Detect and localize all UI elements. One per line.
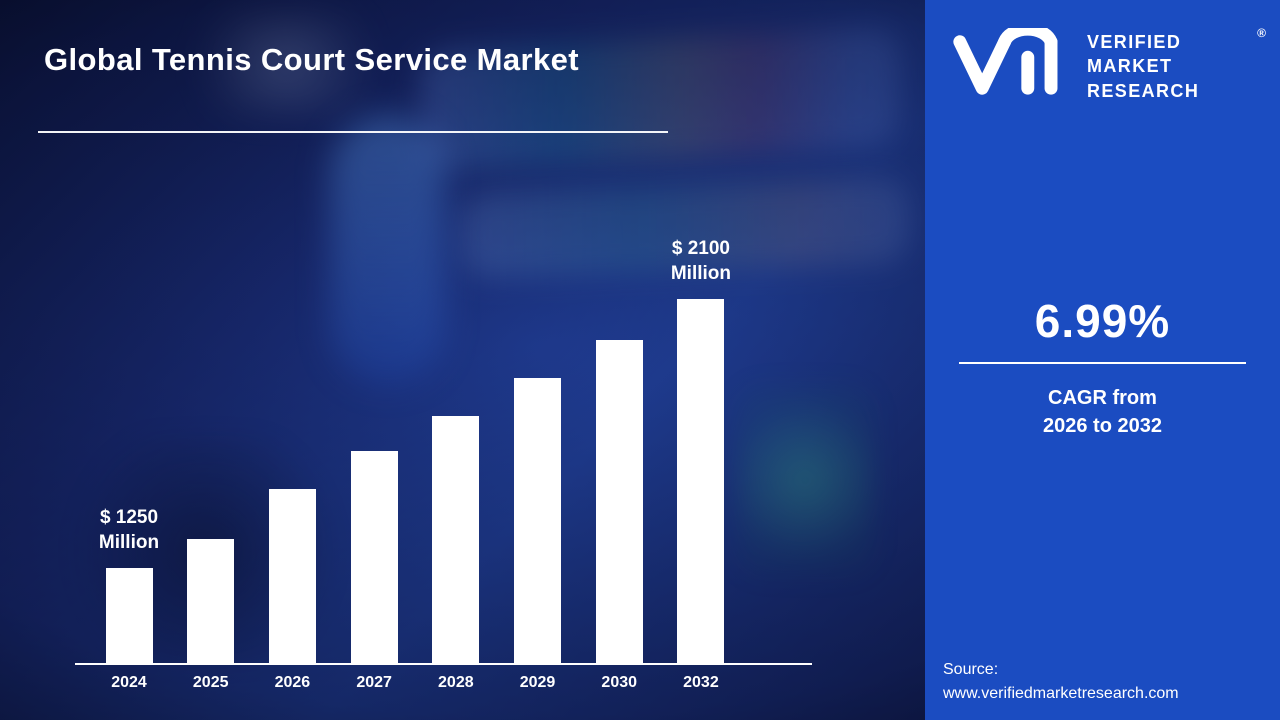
bar (432, 416, 480, 663)
bar (187, 539, 235, 663)
bar-column (340, 451, 408, 663)
title-underline (38, 131, 668, 133)
vmr-logo-icon (953, 28, 1058, 95)
bar (595, 340, 643, 663)
brand-panel: VERIFIED MARKET RESEARCH ® 6.99% CAGR fr… (925, 0, 1280, 720)
x-axis-tick-label: 2027 (356, 674, 392, 691)
x-axis-tick-label: 2030 (601, 674, 638, 691)
bar-value-label: $ 1250 Million (98, 506, 160, 554)
cagr-value: 6.99% (1034, 295, 1171, 347)
bar-column: $ 2100 Million (667, 236, 735, 663)
x-axis-line (75, 663, 812, 665)
bar-value-label: $ 2100 Million (670, 237, 731, 285)
cagr-caption-line1: CAGR from (1048, 387, 1157, 409)
brand-logo: VERIFIED MARKET RESEARCH ® (943, 26, 1266, 103)
x-axis-tick-label: 2024 (111, 674, 147, 691)
bar-column (177, 539, 245, 663)
chart-ticks: 2024 2025 2026 2027 2028 2029 2030 2032 (85, 674, 745, 692)
x-axis-tick-label: 2025 (192, 674, 229, 691)
x-axis-tick-label: 2026 (274, 674, 311, 691)
cagr-caption-line2: 2026 to 2032 (1043, 415, 1162, 437)
source-block: Source: www.verifiedmarketresearch.com (943, 658, 1179, 706)
bar (105, 568, 153, 663)
bar-column (258, 489, 326, 663)
stat-divider (959, 362, 1246, 364)
page-title: Global Tennis Court Service Market (44, 42, 579, 77)
x-axis-tick-label: 2032 (683, 674, 719, 691)
x-axis-tick-label: 2029 (519, 674, 556, 691)
chart-bars: $ 1250 Million $ 2100 Million (85, 170, 745, 663)
brand-name-line: VERIFIED (1087, 32, 1182, 52)
source-url[interactable]: www.verifiedmarketresearch.com (943, 685, 1179, 702)
brand-name-line: RESEARCH (1087, 80, 1200, 101)
chart-section: Global Tennis Court Service Market $ 125… (38, 42, 812, 692)
bar-column (422, 416, 490, 663)
registered-trademark: ® (1257, 26, 1266, 40)
brand-name-line: MARKET (1087, 56, 1173, 77)
x-axis-tick-label: 2028 (438, 674, 474, 691)
bar (350, 451, 398, 663)
cagr-caption: CAGR from 2026 to 2032 (945, 384, 1260, 440)
bar-column (504, 378, 572, 663)
brand-name: VERIFIED MARKET RESEARCH (1087, 28, 1199, 103)
bar (677, 299, 725, 663)
bar (268, 489, 316, 663)
cagr-stat: 6.99% CAGR from 2026 to 2032 (945, 298, 1260, 440)
bar-column: $ 1250 Million (95, 505, 163, 663)
source-label: Source: (943, 661, 999, 678)
bar-column (585, 340, 653, 663)
bar (514, 378, 562, 663)
